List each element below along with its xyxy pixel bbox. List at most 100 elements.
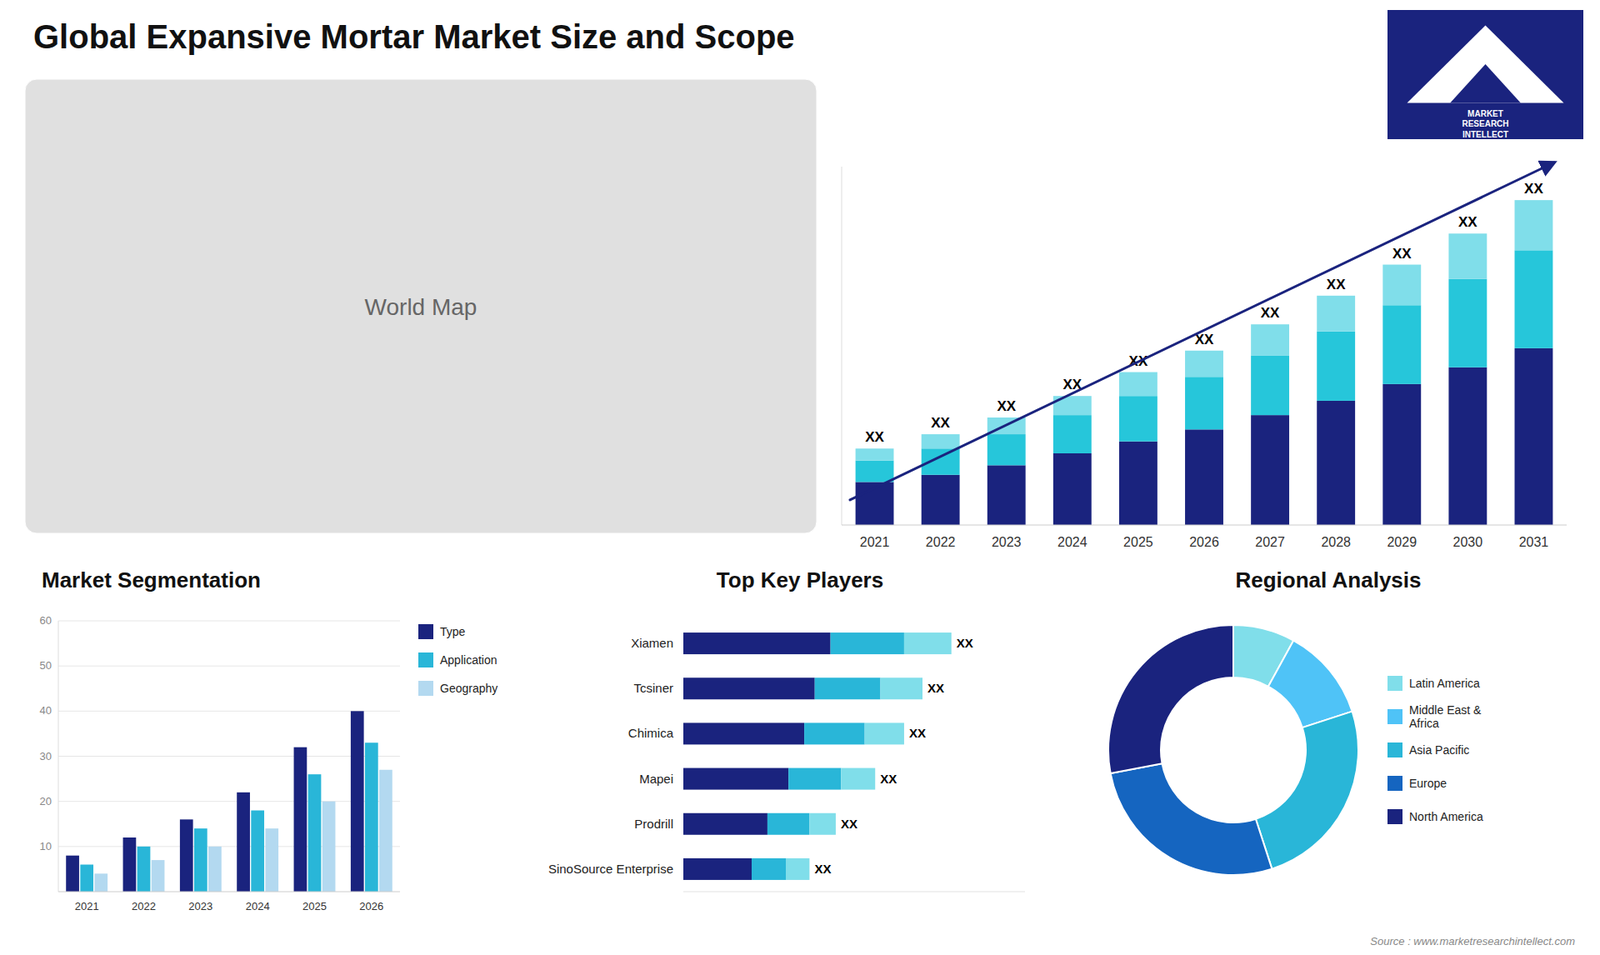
section-title: Top Key Players xyxy=(716,567,884,593)
bar-segment xyxy=(1119,395,1158,441)
bar xyxy=(80,865,94,893)
bar-segment xyxy=(921,434,960,449)
x-tick-label: 2021 xyxy=(75,900,100,913)
x-tick-label: 2021 xyxy=(860,535,890,550)
y-tick-label: 20 xyxy=(40,795,52,808)
bar-segment xyxy=(683,813,768,835)
bar-annotation: XX xyxy=(996,398,1016,415)
bar-segment xyxy=(767,813,810,835)
y-axis-line xyxy=(841,166,843,525)
grid-line xyxy=(58,710,400,712)
bar-annotation: XX xyxy=(865,429,885,445)
x-tick-label: 2025 xyxy=(1123,535,1154,550)
y-tick-label: Tcsiner xyxy=(633,680,674,695)
legend-swatch xyxy=(1387,709,1403,725)
y-tick-label: 50 xyxy=(40,659,52,672)
bar-segment xyxy=(1448,279,1487,368)
legend-swatch xyxy=(418,624,434,640)
grid-line xyxy=(58,800,400,802)
bar xyxy=(322,801,336,892)
y-tick-label: 10 xyxy=(40,840,52,853)
bar-segment xyxy=(751,858,786,880)
y-tick-label: SinoSource Enterprise xyxy=(548,861,674,876)
bar-segment xyxy=(1185,429,1224,525)
x-tick-label: 2029 xyxy=(1386,535,1417,550)
bar xyxy=(265,828,279,892)
section-title: Regional Analysis xyxy=(1235,567,1422,593)
x-tick-label: 2026 xyxy=(359,900,384,913)
bar-segment xyxy=(1053,415,1092,454)
bar-segment xyxy=(1119,372,1158,397)
text-line: Africa xyxy=(1409,716,1440,730)
bar-segment xyxy=(855,460,895,483)
bar-annotation: XX xyxy=(814,861,831,876)
bar-segment xyxy=(1382,384,1421,525)
bar-segment xyxy=(1382,305,1421,385)
x-axis-line xyxy=(683,891,1025,893)
legend-swatch xyxy=(1387,775,1403,791)
legend-swatch xyxy=(418,680,434,696)
x-tick-label: 2023 xyxy=(991,535,1022,550)
legend-label: Asia Pacific xyxy=(1409,743,1470,757)
bar-segment xyxy=(1515,200,1554,250)
text-line: Middle East & xyxy=(1409,703,1482,717)
map-placeholder xyxy=(25,79,817,534)
bar xyxy=(308,774,322,892)
bar-segment xyxy=(1382,265,1421,306)
bar xyxy=(236,792,250,892)
x-tick-label: 2028 xyxy=(1320,535,1351,550)
bar-segment xyxy=(840,768,875,790)
bar xyxy=(365,742,379,892)
grid-line xyxy=(58,755,400,757)
logo-text: MARKET xyxy=(1467,109,1504,119)
bar-segment xyxy=(683,858,752,880)
bar-annotation: XX xyxy=(909,725,926,740)
bar xyxy=(65,855,80,892)
legend-label: Geography xyxy=(440,681,498,695)
bar-annotation: XX xyxy=(1524,180,1544,197)
bar-segment xyxy=(987,465,1026,525)
bar-segment xyxy=(855,448,895,460)
y-axis-line xyxy=(58,620,60,892)
logo-triangle-inner xyxy=(1450,64,1521,104)
bar-segment xyxy=(1185,376,1224,430)
bar-segment xyxy=(1053,453,1092,525)
x-tick-label: 2022 xyxy=(925,535,956,550)
x-tick-label: 2026 xyxy=(1189,535,1220,550)
bar-annotation: XX xyxy=(880,771,897,786)
bar-segment xyxy=(921,475,960,525)
bar xyxy=(94,873,108,892)
x-tick-label: 2025 xyxy=(302,900,327,913)
bar-annotation: XX xyxy=(1326,276,1346,293)
bar-segment xyxy=(1515,348,1554,525)
legend-label: Latin America xyxy=(1409,676,1480,690)
main-title: Global Expansive Mortar Market Size and … xyxy=(33,18,795,55)
x-tick-label: 2031 xyxy=(1519,535,1550,550)
legend-swatch xyxy=(418,652,434,668)
bar-segment xyxy=(815,677,881,700)
legend-swatch xyxy=(1387,742,1403,758)
bar-segment xyxy=(904,632,952,655)
bar-segment xyxy=(1448,233,1487,279)
grid-line xyxy=(58,845,400,847)
y-tick-label: Prodrill xyxy=(634,816,674,831)
trend-arrow xyxy=(850,162,1555,500)
legend-swatch xyxy=(1387,809,1403,825)
logo-text: RESEARCH xyxy=(1461,119,1509,129)
bar xyxy=(137,846,151,892)
donut-slice xyxy=(1108,625,1234,774)
bar xyxy=(208,846,222,892)
bar xyxy=(180,819,194,892)
bar-segment xyxy=(1316,295,1355,332)
bar-segment xyxy=(809,813,836,835)
bar xyxy=(294,747,308,892)
legend-label: North America xyxy=(1409,810,1484,824)
x-tick-label: 2023 xyxy=(188,900,213,913)
bar-segment xyxy=(880,677,923,700)
bar-annotation: XX xyxy=(956,635,974,650)
legend-label: Middle East &Africa xyxy=(1409,703,1482,731)
y-tick-label: 40 xyxy=(40,704,52,717)
logo-background xyxy=(1387,10,1584,140)
bar-segment xyxy=(683,632,831,655)
y-tick-label: 60 xyxy=(40,614,52,627)
